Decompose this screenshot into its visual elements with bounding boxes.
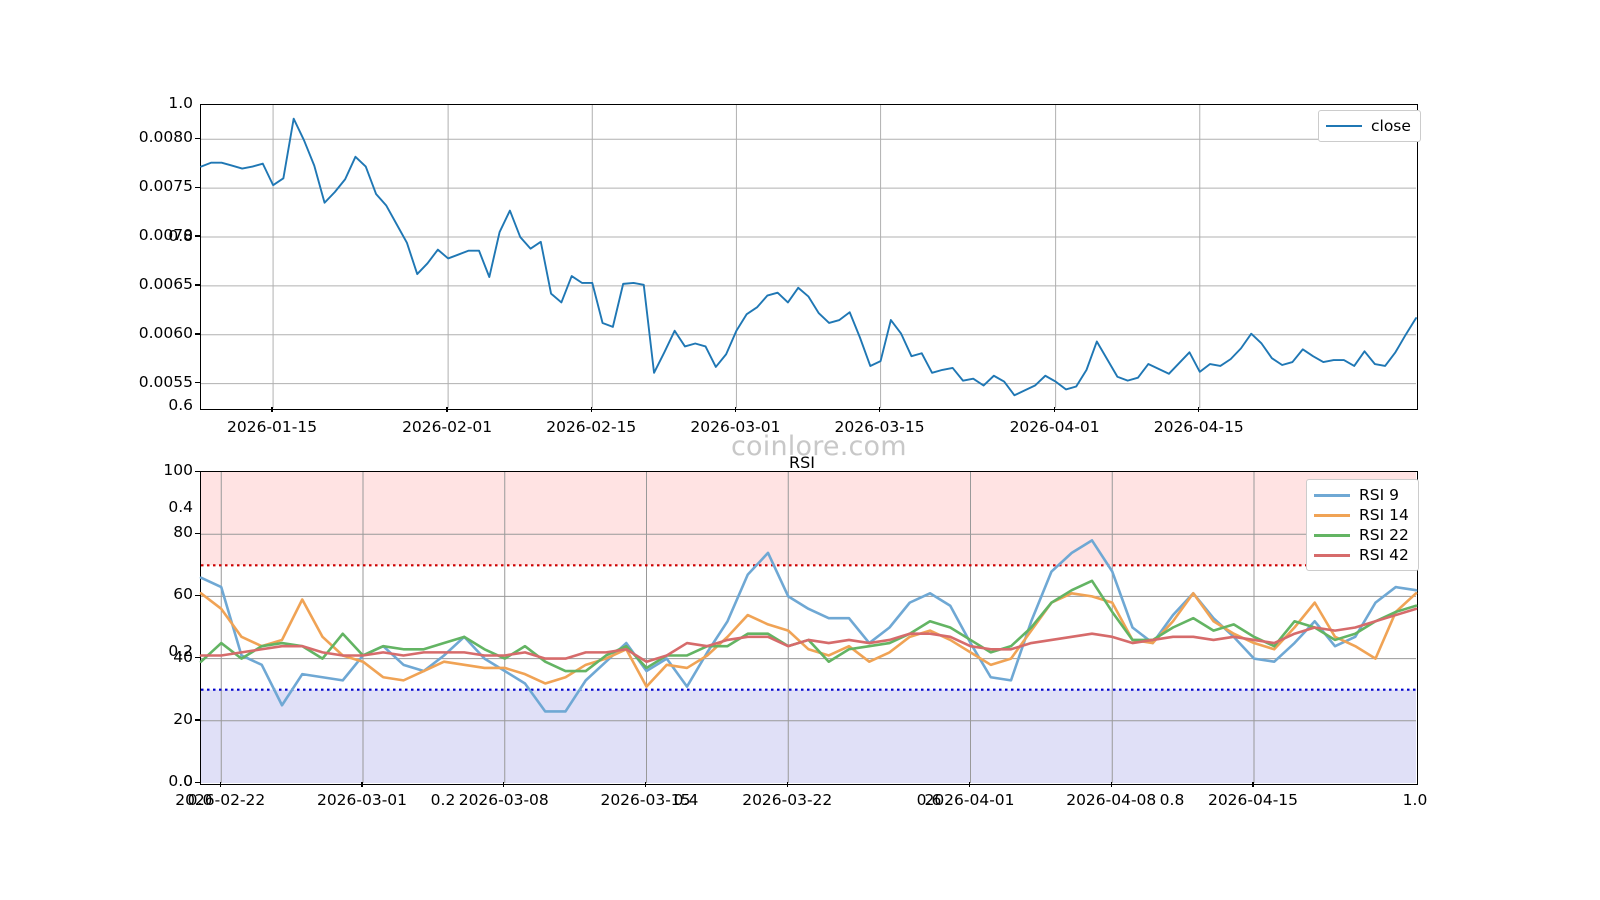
axis-tick-label-x: 2026-03-15 — [600, 791, 691, 809]
axis-tick-label-x: 2026-04-01 — [1009, 418, 1100, 436]
price-plot-svg — [200, 105, 1417, 408]
axis-tick-label-y: 0.6 — [168, 396, 193, 414]
axis-tick-label-y: 0.0 — [168, 772, 193, 790]
axis-tick-label-x: 2026-03-08 — [458, 791, 549, 809]
legend-item-label: RSI 9 — [1359, 486, 1399, 504]
axis-tick-mark — [1252, 782, 1254, 787]
legend-swatch-icon — [1314, 513, 1350, 517]
axis-tick-mark — [195, 186, 200, 188]
legend-swatch-icon — [1314, 533, 1350, 537]
axis-tick-mark — [271, 407, 273, 412]
rsi-line-rsi-14 — [199, 591, 1418, 688]
axis-tick-mark — [195, 470, 200, 472]
axis-tick-label-y: 0.0060 — [138, 323, 193, 342]
axis-tick-mark — [219, 782, 221, 787]
axis-tick-label-x: 2026-01-15 — [227, 418, 318, 436]
rsi-plot-svg — [199, 472, 1418, 783]
rsi-zone-band — [201, 689, 1416, 783]
axis-tick-label-y: 40 — [173, 647, 193, 666]
axis-tick-label-x: 2026-03-22 — [742, 791, 833, 809]
legend-swatch-icon — [1314, 553, 1350, 557]
axis-tick-mark — [195, 333, 200, 335]
axis-tick-mark — [195, 382, 200, 384]
axis-tick-mark — [446, 407, 448, 412]
axis-tick-label-y: 80 — [173, 523, 193, 542]
axis-tick-label-y: 60 — [173, 585, 193, 604]
rsi-panel-title: RSI — [789, 453, 815, 472]
axis-tick-mark — [195, 532, 200, 535]
legend-item-label: close — [1371, 117, 1411, 135]
axis-tick-mark — [195, 719, 200, 721]
price-chart-panel — [200, 104, 1418, 410]
axis-tick-label-x: 0.8 — [1159, 791, 1185, 809]
axis-tick-label-x: 2026-03-15 — [834, 418, 925, 436]
legend-item-rsi-14[interactable]: RSI 14 — [1314, 505, 1409, 525]
axis-tick-label-x: 2026-04-15 — [1207, 791, 1299, 809]
axis-tick-label-x: 2026-02-15 — [546, 418, 637, 436]
axis-tick-mark — [195, 657, 200, 659]
axis-tick-label-y: 0.2 — [168, 642, 193, 661]
axis-tick-label-x: 2026-03-01 — [316, 791, 408, 809]
rsi-zone-band — [201, 472, 1416, 566]
axis-tick-mark — [361, 782, 363, 787]
axis-tick-label-y: 0.0080 — [138, 128, 193, 147]
axis-tick-mark — [503, 782, 505, 787]
axis-tick-mark — [968, 782, 971, 787]
axis-tick-label-x: 2026-02-01 — [402, 418, 493, 436]
axis-tick-label-x: 2026-02-22 — [175, 791, 266, 809]
legend-swatch-icon — [1314, 493, 1350, 497]
axis-tick-label-y: 0.0065 — [138, 274, 193, 293]
rsi-legend: RSI 9 RSI 14 RSI 22 RSI 42 — [1306, 479, 1419, 571]
axis-tick-label-y: 0.4 — [168, 498, 193, 517]
legend-item-label: RSI 14 — [1359, 506, 1409, 524]
axis-tick-label-x: 0.6 — [916, 791, 942, 809]
axis-tick-mark — [1053, 407, 1056, 412]
legend-item-rsi-42[interactable]: RSI 42 — [1314, 545, 1409, 565]
rsi-line-rsi-42 — [199, 607, 1418, 664]
axis-tick-label-y: 0.8 — [168, 226, 193, 245]
axis-tick-mark — [786, 782, 788, 787]
axis-tick-mark — [195, 781, 200, 783]
axis-tick-label-y: 1.0 — [168, 94, 193, 112]
rsi-line-rsi-22 — [199, 579, 1418, 673]
axis-tick-mark — [644, 782, 647, 787]
axis-tick-label-y: 0.0055 — [138, 372, 193, 391]
axis-tick-mark — [195, 284, 200, 286]
axis-tick-mark — [1198, 407, 1200, 412]
axis-tick-label-x: 0.2 — [430, 791, 456, 809]
legend-swatch-icon — [1326, 125, 1362, 127]
axis-tick-label-x: 1.0 — [1402, 791, 1428, 809]
axis-tick-mark — [195, 235, 200, 237]
axis-tick-label-x: 0.0 — [187, 791, 213, 809]
axis-tick-mark — [734, 407, 737, 412]
axis-tick-label-x: 0.4 — [673, 791, 699, 809]
legend-item-rsi-9[interactable]: RSI 9 — [1314, 485, 1409, 505]
rsi-chart-panel — [199, 471, 1418, 785]
legend-item-rsi-22[interactable]: RSI 22 — [1314, 525, 1409, 545]
axis-tick-label-x: 2026-04-15 — [1153, 418, 1244, 436]
price-line-close — [200, 117, 1417, 397]
legend-item-label: RSI 42 — [1359, 546, 1409, 564]
price-legend: close — [1318, 110, 1421, 142]
axis-tick-mark — [195, 594, 200, 597]
rsi-line-rsi-9 — [199, 539, 1418, 713]
axis-tick-mark — [878, 407, 881, 412]
legend-item-close[interactable]: close — [1326, 116, 1411, 136]
axis-tick-label-y: 0.0075 — [138, 177, 193, 196]
axis-tick-label-x: 2026-04-08 — [1066, 791, 1157, 809]
axis-tick-label-y: 20 — [173, 709, 193, 728]
axis-tick-label-y: 0 — [183, 772, 193, 790]
axis-tick-label-x: 2026-03-01 — [690, 418, 781, 436]
axis-tick-label-x: 2026-04-01 — [924, 791, 1015, 809]
axis-tick-mark — [1110, 782, 1112, 787]
axis-tick-mark — [195, 137, 200, 140]
axis-tick-label-y: 0.0070 — [138, 225, 193, 244]
axis-tick-mark — [590, 407, 592, 412]
axis-tick-label-y: 100 — [163, 461, 193, 479]
watermark: coinlore.com — [731, 431, 907, 462]
legend-item-label: RSI 22 — [1359, 526, 1409, 544]
